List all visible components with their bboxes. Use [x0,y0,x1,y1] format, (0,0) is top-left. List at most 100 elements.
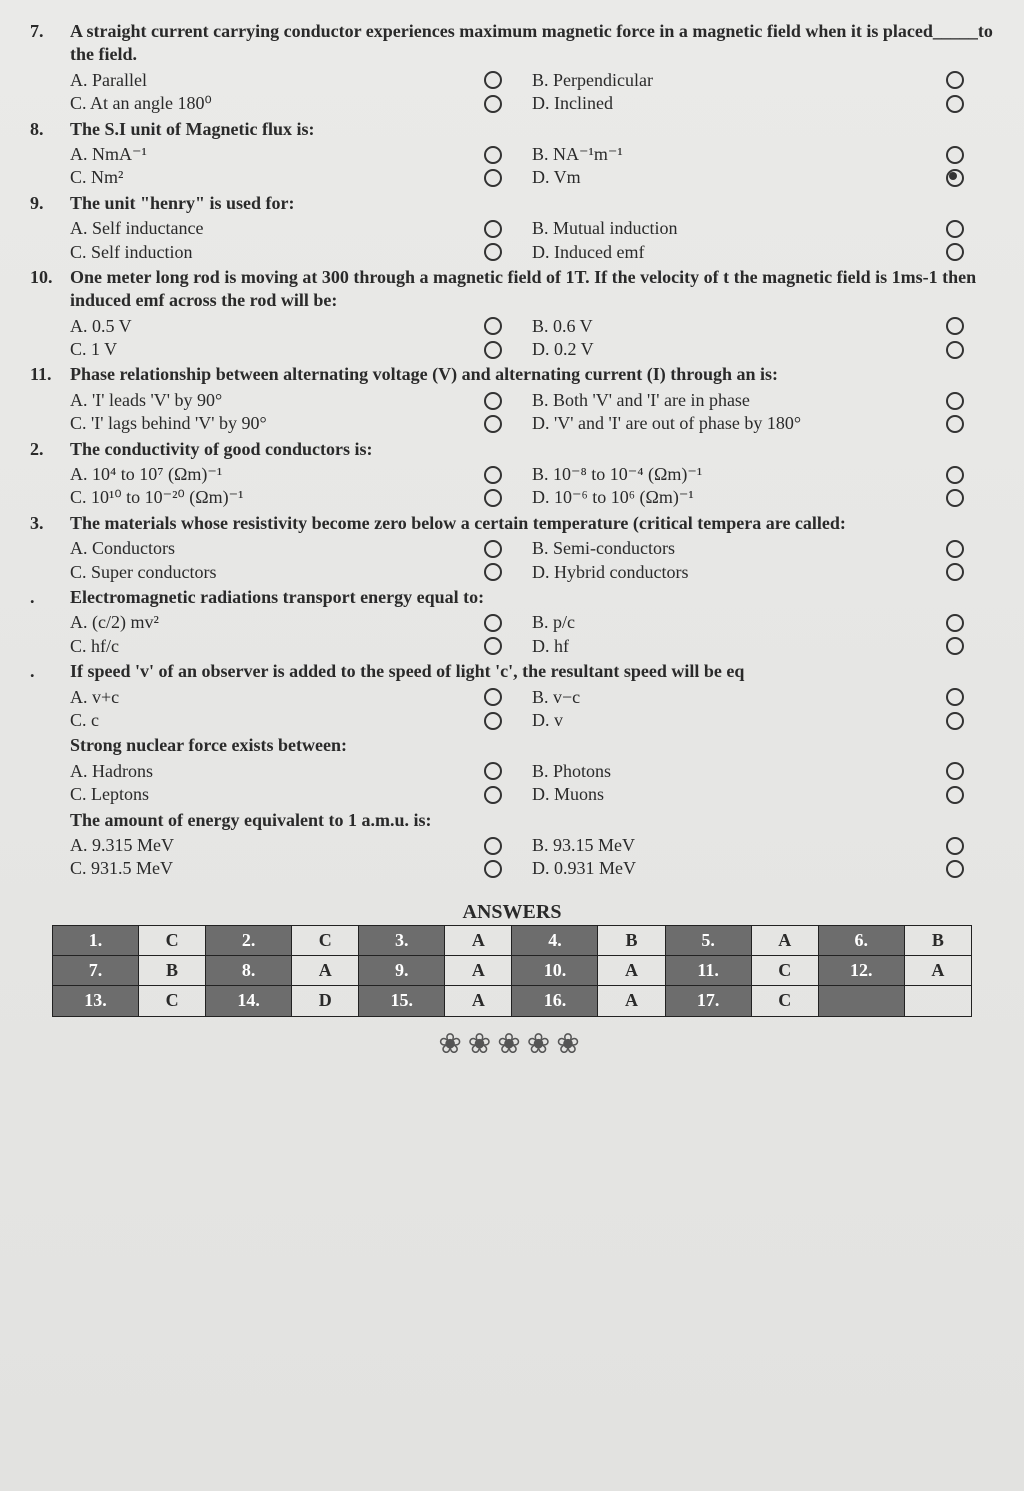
option-bubble[interactable] [484,688,502,706]
option-bubble[interactable] [946,540,964,558]
question: 7.A straight current carrying conductor … [30,20,994,116]
option: D. v [532,709,994,732]
option-text: D. hf [532,635,936,658]
option-text: B. 93.15 MeV [532,834,936,857]
question-stem: One meter long rod is moving at 300 thro… [70,266,994,313]
question-number: 9. [30,192,70,264]
option-bubble[interactable] [946,786,964,804]
options-grid: A. (c/2) mv²B. p/cC. hf/cD. hf [70,611,994,658]
option-bubble[interactable] [946,169,964,187]
answers-table: 1.C2.C3.A4.B5.A6.B7.B8.A9.A10.A11.C12.A1… [52,925,972,1017]
options-grid: A. 9.315 MeVB. 93.15 MeVC. 931.5 MeVD. 0… [70,834,994,881]
option-bubble[interactable] [484,146,502,164]
option-text: C. Nm² [70,166,474,189]
question-body: Phase relationship between alternating v… [70,363,994,435]
question-number: 8. [30,118,70,190]
option-bubble[interactable] [484,169,502,187]
question-body: The materials whose resistivity become z… [70,512,994,584]
option: B. 93.15 MeV [532,834,994,857]
option-bubble[interactable] [946,146,964,164]
option: B. v−c [532,686,994,709]
answer-value-cell: A [445,925,512,955]
answer-value-cell: C [751,986,818,1016]
option-bubble[interactable] [484,392,502,410]
option-bubble[interactable] [484,637,502,655]
answer-value-cell: B [904,925,971,955]
option-text: C. c [70,709,474,732]
option-bubble[interactable] [484,614,502,632]
options-grid: A. 0.5 VB. 0.6 VC. 1 VD. 0.2 V [70,315,994,362]
option-bubble[interactable] [484,712,502,730]
answer-value-cell: C [292,925,359,955]
option-text: C. 'I' lags behind 'V' by 90° [70,412,474,435]
option-bubble[interactable] [946,95,964,113]
option: C. 931.5 MeV [70,857,532,880]
option-bubble[interactable] [946,614,964,632]
option-bubble[interactable] [946,688,964,706]
option-bubble[interactable] [484,317,502,335]
question: Strong nuclear force exists between: A. H… [30,734,994,806]
option-text: B. v−c [532,686,936,709]
answer-number-cell: 12. [818,956,904,986]
answer-number-cell: 9. [359,956,445,986]
option-bubble[interactable] [484,837,502,855]
option: A. v+c [70,686,532,709]
option-bubble[interactable] [484,563,502,581]
option-bubble[interactable] [484,341,502,359]
option-bubble[interactable] [946,415,964,433]
option-bubble[interactable] [946,220,964,238]
question-stem: The amount of energy equivalent to 1 a.m… [70,809,994,832]
option: B. Both 'V' and 'I' are in phase [532,389,994,412]
option-text: A. v+c [70,686,474,709]
option-bubble[interactable] [484,786,502,804]
answer-value-cell: A [598,986,665,1016]
question-body: A straight current carrying conductor ex… [70,20,994,116]
answer-value-cell [904,986,971,1016]
option-text: C. At an angle 180⁰ [70,92,474,115]
option-bubble[interactable] [946,341,964,359]
option-text: A. Hadrons [70,760,474,783]
option-bubble[interactable] [946,243,964,261]
option-bubble[interactable] [484,95,502,113]
option-text: B. Mutual induction [532,217,936,240]
option-bubble[interactable] [946,563,964,581]
option: D. Inclined [532,92,994,115]
option-bubble[interactable] [946,762,964,780]
option: A. 0.5 V [70,315,532,338]
option-bubble[interactable] [484,860,502,878]
questions-list: 7.A straight current carrying conductor … [30,20,994,881]
option-bubble[interactable] [946,71,964,89]
question-number: . [30,660,70,732]
option-bubble[interactable] [484,540,502,558]
option: C. Self induction [70,241,532,264]
option-bubble[interactable] [946,489,964,507]
option-text: D. Induced emf [532,241,936,264]
option: A. NmA⁻¹ [70,143,532,166]
option-bubble[interactable] [484,489,502,507]
question-number: 10. [30,266,70,362]
option-bubble[interactable] [946,860,964,878]
option-text: A. 10⁴ to 10⁷ (Ωm)⁻¹ [70,463,474,486]
option-bubble[interactable] [484,762,502,780]
option-bubble[interactable] [484,466,502,484]
option-bubble[interactable] [484,243,502,261]
option-bubble[interactable] [946,317,964,335]
answer-number-cell: 2. [206,925,292,955]
option-bubble[interactable] [946,392,964,410]
option-bubble[interactable] [946,712,964,730]
option-bubble[interactable] [946,637,964,655]
option-bubble[interactable] [484,415,502,433]
answer-number-cell: 4. [512,925,598,955]
answer-value-cell: C [138,986,205,1016]
option-bubble[interactable] [946,837,964,855]
options-grid: A. 10⁴ to 10⁷ (Ωm)⁻¹B. 10⁻⁸ to 10⁻⁴ (Ωm)… [70,463,994,510]
question: .Electromagnetic radiations transport en… [30,586,994,658]
answer-number-cell: 1. [53,925,139,955]
question-stem: Strong nuclear force exists between: [70,734,994,757]
option: D. Induced emf [532,241,994,264]
option-bubble[interactable] [484,71,502,89]
question-stem: The conductivity of good conductors is: [70,438,994,461]
option-text: C. 10¹⁰ to 10⁻²⁰ (Ωm)⁻¹ [70,486,474,509]
option-bubble[interactable] [484,220,502,238]
option-bubble[interactable] [946,466,964,484]
